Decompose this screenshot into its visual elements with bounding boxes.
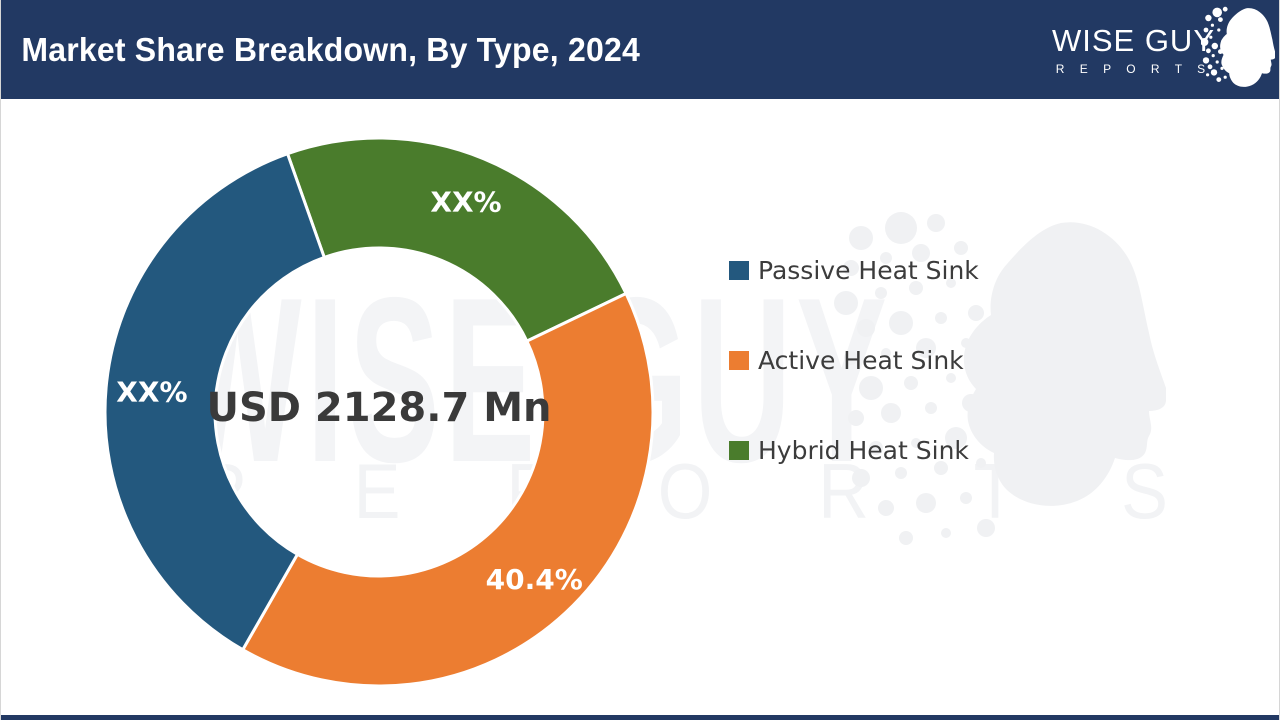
logo-text: WISE GUY R E P O R T S <box>1052 23 1215 76</box>
donut-slice-hybrid-heat-sink <box>286 136 628 343</box>
watermark-face-icon <box>834 212 1166 545</box>
legend-swatch-passive <box>729 260 749 280</box>
legend-swatch-active <box>729 350 749 370</box>
legend-item-passive: Passive Heat Sink <box>729 255 979 285</box>
logo-face-icon <box>1201 6 1275 87</box>
donut-slice-passive-heat-sink <box>103 152 326 652</box>
bottom-accent-bar <box>1 715 1279 720</box>
legend-item-active: Active Heat Sink <box>729 345 979 375</box>
legend-item-hybrid: Hybrid Heat Sink <box>729 435 979 465</box>
legend-label: Active Heat Sink <box>758 345 964 375</box>
wiseguy-logo: WISE GUY R E P O R T S <box>1052 0 1275 99</box>
page-title: Market Share Breakdown, By Type, 2024 <box>21 30 640 68</box>
slice-label: 40.4% <box>486 563 583 596</box>
slice-label: XX% <box>116 376 187 409</box>
legend-label: Passive Heat Sink <box>758 255 979 285</box>
legend-swatch-hybrid <box>729 440 749 460</box>
donut-slice-active-heat-sink <box>241 292 655 688</box>
legend-label: Hybrid Heat Sink <box>758 435 969 465</box>
legend: Passive Heat Sink Active Heat Sink Hybri… <box>729 256 979 526</box>
slice-label: XX% <box>430 185 501 218</box>
logo-wordmark: WISE GUY <box>1051 23 1215 58</box>
logo-subtext: R E P O R T S <box>1055 62 1212 76</box>
donut-center-value: USD 2128.7 Mn <box>206 385 552 431</box>
header-bar: Market Share Breakdown, By Type, 2024 WI… <box>1 0 1279 99</box>
